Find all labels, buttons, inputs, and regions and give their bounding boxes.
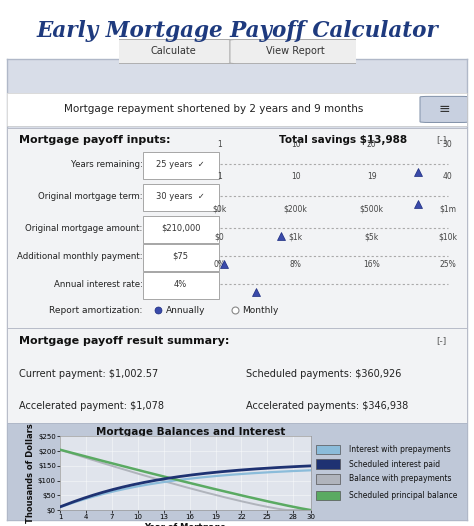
Text: Original mortgage term:: Original mortgage term: <box>38 191 143 201</box>
Text: Scheduled principal balance: Scheduled principal balance <box>349 491 457 500</box>
Text: Mortgage Balances and Interest: Mortgage Balances and Interest <box>96 427 286 437</box>
Text: Mortgage repayment shortened by 2 years and 9 months: Mortgage repayment shortened by 2 years … <box>64 104 364 114</box>
Text: View Report: View Report <box>266 46 324 56</box>
Text: Years remaining:: Years remaining: <box>71 159 143 169</box>
Text: Additional monthly payment:: Additional monthly payment: <box>17 252 143 261</box>
Bar <box>316 459 340 469</box>
Text: $500k: $500k <box>360 204 383 213</box>
Text: 10: 10 <box>291 172 301 181</box>
Text: Accelerated payment: $1,078: Accelerated payment: $1,078 <box>18 401 164 411</box>
Text: Accelerated payments: $346,938: Accelerated payments: $346,938 <box>246 401 409 411</box>
FancyBboxPatch shape <box>143 216 219 244</box>
Text: $1m: $1m <box>439 204 456 213</box>
Text: 1: 1 <box>217 172 222 181</box>
FancyBboxPatch shape <box>230 39 360 64</box>
FancyBboxPatch shape <box>143 184 219 211</box>
Text: $0k: $0k <box>212 204 227 213</box>
Text: 25 years  ✓: 25 years ✓ <box>156 159 205 169</box>
Text: Mortgage payoff inputs:: Mortgage payoff inputs: <box>18 135 170 145</box>
Text: Annual interest rate:: Annual interest rate: <box>54 280 143 289</box>
Text: $200k: $200k <box>283 204 308 213</box>
Text: [-]: [-] <box>436 135 446 144</box>
FancyBboxPatch shape <box>420 96 470 123</box>
Text: $10k: $10k <box>438 232 457 241</box>
Text: Scheduled payments: $360,926: Scheduled payments: $360,926 <box>246 369 401 379</box>
Text: Early Mortgage Payoff Calculator: Early Mortgage Payoff Calculator <box>36 20 438 42</box>
Text: $0: $0 <box>215 232 224 241</box>
Text: [-]: [-] <box>436 336 446 345</box>
Text: Report amortization:: Report amortization: <box>49 306 143 315</box>
Text: 25%: 25% <box>439 260 456 269</box>
FancyBboxPatch shape <box>143 152 219 179</box>
Text: Monthly: Monthly <box>243 306 279 315</box>
FancyBboxPatch shape <box>143 272 219 299</box>
Bar <box>316 491 340 500</box>
Text: 40: 40 <box>443 172 453 181</box>
Text: 19: 19 <box>367 172 376 181</box>
Text: Original mortgage amount:: Original mortgage amount: <box>26 224 143 232</box>
Bar <box>316 474 340 484</box>
Text: Total savings $13,988: Total savings $13,988 <box>279 135 407 145</box>
Text: Current payment: $1,002.57: Current payment: $1,002.57 <box>18 369 158 379</box>
Text: 4%: 4% <box>174 280 187 289</box>
Bar <box>316 444 340 454</box>
Text: 20: 20 <box>367 140 376 149</box>
Text: 16%: 16% <box>363 260 380 269</box>
Text: 1: 1 <box>217 140 222 149</box>
Text: $75: $75 <box>173 252 189 261</box>
Text: ≡: ≡ <box>439 102 451 116</box>
Text: 0%: 0% <box>213 260 226 269</box>
Text: $1k: $1k <box>289 232 302 241</box>
Text: Interest with prepayments: Interest with prepayments <box>349 445 450 454</box>
Text: 30 years  ✓: 30 years ✓ <box>156 191 205 201</box>
Text: Annually: Annually <box>166 306 205 315</box>
Text: 8%: 8% <box>290 260 301 269</box>
Text: Mortgage payoff result summary:: Mortgage payoff result summary: <box>18 336 229 346</box>
Text: 30: 30 <box>443 140 453 149</box>
X-axis label: Year of Mortgage: Year of Mortgage <box>145 523 226 526</box>
Text: 10: 10 <box>291 140 301 149</box>
Text: $5k: $5k <box>365 232 379 241</box>
FancyBboxPatch shape <box>143 244 219 271</box>
Text: $210,000: $210,000 <box>161 224 201 232</box>
Text: Calculate: Calculate <box>150 46 196 56</box>
FancyBboxPatch shape <box>114 39 232 64</box>
Text: Scheduled interest paid: Scheduled interest paid <box>349 460 440 469</box>
Y-axis label: Thousands of Dollars: Thousands of Dollars <box>26 423 35 523</box>
Text: Balance with prepayments: Balance with prepayments <box>349 474 451 483</box>
